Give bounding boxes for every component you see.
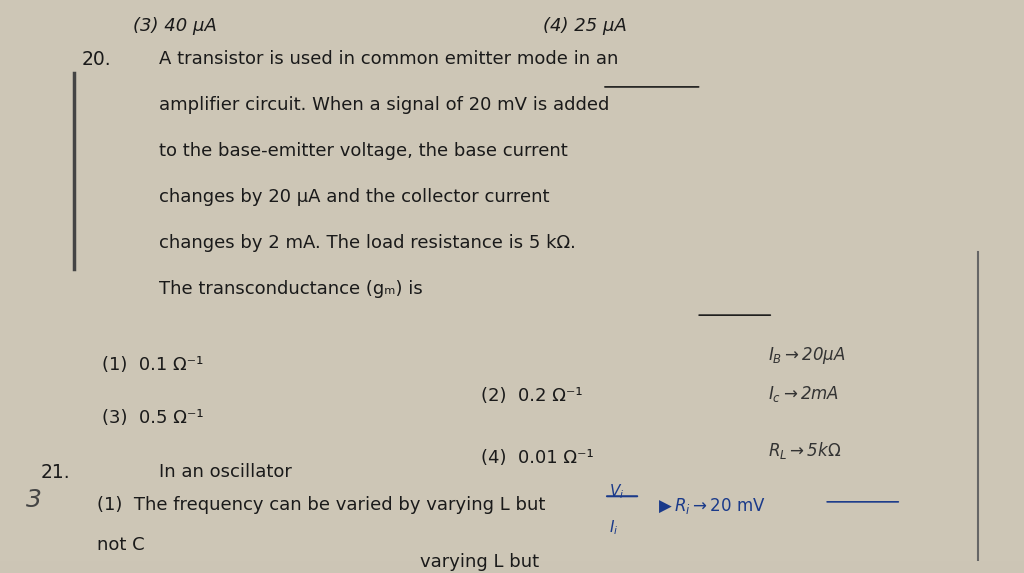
Text: changes by 20 μA and the collector current: changes by 20 μA and the collector curre…	[159, 189, 549, 206]
Text: (1)  0.1 Ω⁻¹: (1) 0.1 Ω⁻¹	[102, 356, 204, 374]
Text: In an oscillator: In an oscillator	[159, 462, 292, 481]
Text: The transconductance (gₘ) is: The transconductance (gₘ) is	[159, 280, 423, 299]
Text: (4)  0.01 Ω⁻¹: (4) 0.01 Ω⁻¹	[481, 449, 594, 466]
Text: to the base-emitter voltage, the base current: to the base-emitter voltage, the base cu…	[159, 143, 567, 160]
Text: changes by 2 mA. The load resistance is 5 kΩ.: changes by 2 mA. The load resistance is …	[159, 234, 575, 252]
Text: (1)  The frequency can be varied by varying L but: (1) The frequency can be varied by varyi…	[97, 496, 546, 514]
Text: (4) 25 μA: (4) 25 μA	[543, 17, 627, 35]
Text: 20.: 20.	[82, 50, 112, 69]
Text: (2)  0.2 Ω⁻¹: (2) 0.2 Ω⁻¹	[481, 387, 583, 405]
Text: $I_B$$\rightarrow$20$\mu$A: $I_B$$\rightarrow$20$\mu$A	[768, 345, 846, 366]
Text: $R_L$$\rightarrow$5k$\Omega$: $R_L$$\rightarrow$5k$\Omega$	[768, 440, 842, 461]
Text: $I_i$: $I_i$	[609, 519, 618, 537]
Text: $\blacktriangleright R_i \rightarrow 20$ mV: $\blacktriangleright R_i \rightarrow 20$…	[655, 496, 766, 516]
Text: not C: not C	[97, 536, 145, 554]
Text: $I_c$$\rightarrow$2mA: $I_c$$\rightarrow$2mA	[768, 384, 840, 404]
Text: 21.: 21.	[41, 462, 71, 482]
Text: (3)  0.5 Ω⁻¹: (3) 0.5 Ω⁻¹	[102, 409, 204, 427]
Text: A transistor is used in common emitter mode in an: A transistor is used in common emitter m…	[159, 50, 618, 68]
Text: $V_i$: $V_i$	[609, 482, 625, 501]
Text: amplifier circuit. When a signal of 20 mV is added: amplifier circuit. When a signal of 20 m…	[159, 96, 609, 115]
Text: 3: 3	[26, 488, 42, 512]
Text: varying L but: varying L but	[420, 554, 539, 571]
Text: (3) 40 μA: (3) 40 μA	[133, 17, 217, 35]
